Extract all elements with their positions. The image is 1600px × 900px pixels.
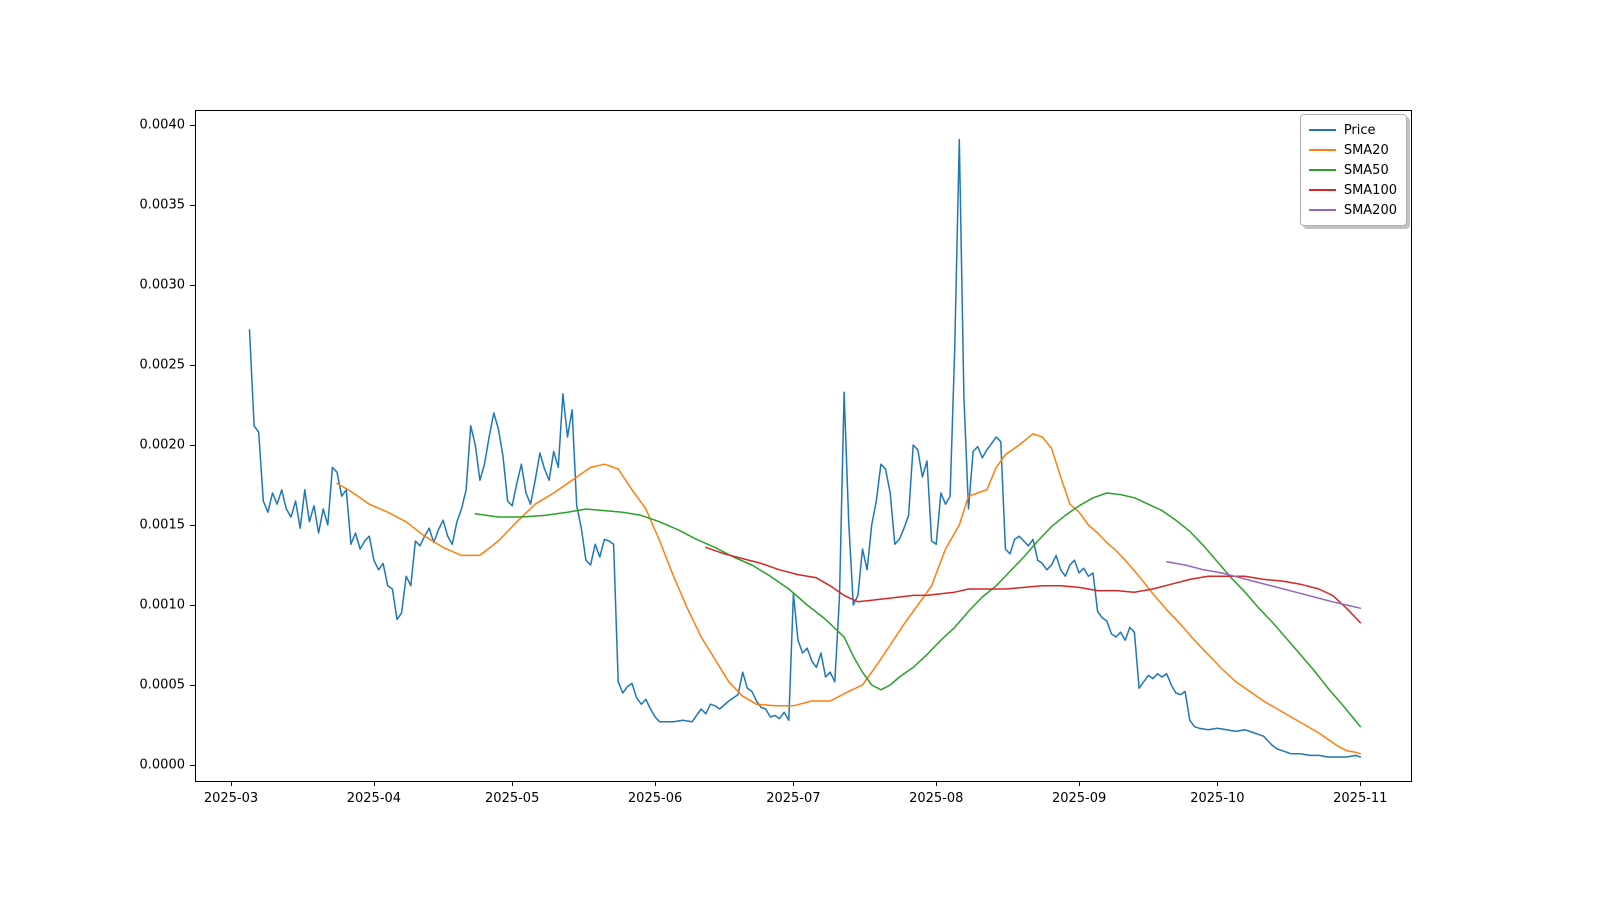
x-tick-mark <box>1079 781 1081 786</box>
y-tick-mark <box>190 205 195 207</box>
y-tick-label: 0.0000 <box>139 757 186 773</box>
y-tick-label: 0.0010 <box>139 597 186 613</box>
series-line-sma20 <box>336 433 1362 755</box>
legend-label: Price <box>1343 122 1376 138</box>
legend-item-price: Price <box>1308 120 1397 140</box>
y-tick-label: 0.0005 <box>139 677 186 693</box>
legend-label: SMA20 <box>1343 142 1389 158</box>
x-tick-label: 2025-06 <box>627 791 683 806</box>
legend-label: SMA200 <box>1343 202 1397 218</box>
legend-item-sma100: SMA100 <box>1308 180 1397 200</box>
sma20-line-swatch-icon <box>1308 149 1336 151</box>
series-line-price <box>248 138 1362 758</box>
x-tick-label: 2025-05 <box>485 791 540 806</box>
legend-label: SMA50 <box>1343 162 1389 178</box>
legend-item-sma50: SMA50 <box>1308 160 1397 180</box>
x-tick-label: 2025-07 <box>766 791 821 806</box>
x-tick-label: 2025-03 <box>203 791 259 806</box>
y-tick-label: 0.0025 <box>139 357 186 373</box>
legend: Price SMA20 SMA50 SMA100 SMA200 <box>1299 114 1407 226</box>
x-tick-label: 2025-11 <box>1333 791 1388 806</box>
sma100-line-swatch-icon <box>1308 189 1336 191</box>
y-tick-mark <box>190 605 195 607</box>
series-line-sma100 <box>705 546 1362 624</box>
y-tick-mark <box>190 685 195 686</box>
legend-item-sma20: SMA20 <box>1308 140 1397 160</box>
x-tick-label: 2025-10 <box>1190 791 1245 806</box>
y-tick-mark <box>190 765 195 766</box>
series-line-sma50 <box>474 492 1362 728</box>
y-tick-mark <box>190 365 195 367</box>
x-tick-mark <box>373 781 375 786</box>
y-tick-label: 0.0035 <box>139 197 186 213</box>
sma200-line-swatch-icon <box>1308 209 1336 211</box>
y-tick-mark <box>190 125 195 127</box>
x-tick-mark <box>512 781 514 786</box>
price-line-swatch-icon <box>1308 129 1336 131</box>
x-tick-label: 2025-08 <box>909 791 964 806</box>
x-tick-label: 2025-04 <box>346 791 402 806</box>
y-tick-mark <box>190 525 195 527</box>
y-tick-mark <box>190 445 195 447</box>
y-tick-label: 0.0015 <box>139 517 186 533</box>
chart-canvas <box>248 138 1362 758</box>
y-tick-label: 0.0040 <box>139 117 186 133</box>
y-tick-label: 0.0030 <box>139 277 186 293</box>
x-tick-mark <box>936 781 938 786</box>
x-tick-mark <box>655 781 657 786</box>
plot-area: 0.0000 0.0005 0.0010 0.0015 0.0020 0.0025 0.00… <box>140 110 1412 806</box>
sma50-line-swatch-icon <box>1308 169 1336 171</box>
x-tick-mark <box>1217 781 1219 786</box>
legend-label: SMA100 <box>1343 182 1397 198</box>
x-tick-mark <box>793 781 795 786</box>
y-tick-mark <box>190 285 195 287</box>
legend-item-sma200: SMA200 <box>1308 200 1397 220</box>
x-tick-mark <box>231 781 233 786</box>
y-tick-label: 0.0020 <box>139 437 186 453</box>
series-line-sma200 <box>1165 561 1362 609</box>
x-tick-label: 2025-09 <box>1051 791 1107 806</box>
x-tick-mark <box>1360 781 1362 786</box>
